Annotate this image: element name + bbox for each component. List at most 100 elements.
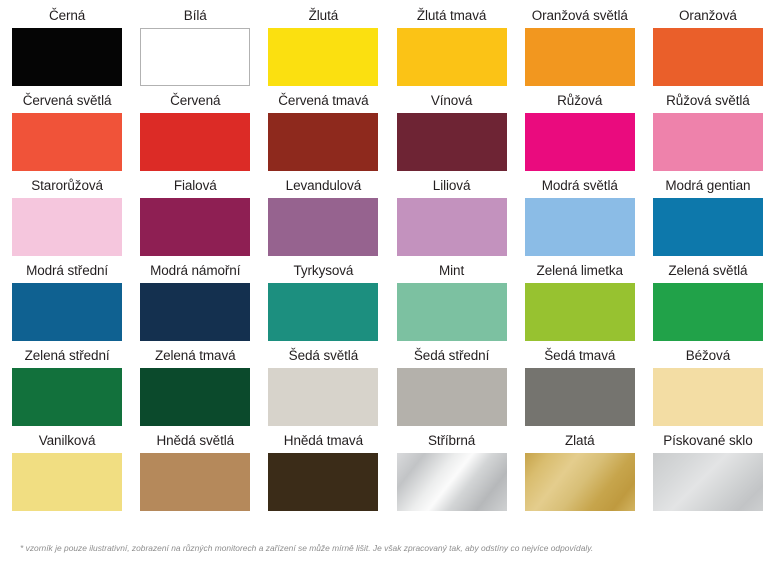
swatch-label: Modrá gentian <box>665 178 751 193</box>
swatch-label: Modrá střední <box>26 263 109 278</box>
swatch-label: Oranžová světlá <box>531 8 628 23</box>
swatch-label: Zelená střední <box>24 348 110 363</box>
swatch-label: Bílá <box>183 8 207 23</box>
swatch-cell[interactable]: Liliová <box>392 174 510 259</box>
swatch-cell[interactable]: Zlatá <box>521 429 639 514</box>
swatch-chip[interactable] <box>12 28 123 86</box>
swatch-cell[interactable]: Šedá světlá <box>264 344 382 429</box>
swatch-label: Modrá světlá <box>541 178 618 193</box>
swatch-cell[interactable]: Žlutá <box>264 4 382 89</box>
swatch-chip[interactable] <box>524 113 635 171</box>
swatch-label: Zelená limetka <box>536 263 623 278</box>
swatch-chip[interactable] <box>12 283 123 341</box>
swatch-chip[interactable] <box>652 368 763 426</box>
swatch-label: Černá <box>48 8 86 23</box>
swatch-chip[interactable] <box>524 368 635 426</box>
swatch-label: Šedá světlá <box>288 348 359 363</box>
swatch-cell[interactable]: Modrá světlá <box>521 174 639 259</box>
swatch-chip[interactable] <box>652 198 763 256</box>
disclaimer-footnote: * vzorník je pouze ilustrativní, zobraze… <box>20 543 594 553</box>
swatch-cell[interactable]: Šedá tmavá <box>521 344 639 429</box>
swatch-chip[interactable] <box>268 283 379 341</box>
swatch-chip[interactable] <box>396 113 507 171</box>
swatch-cell[interactable]: Stříbrná <box>392 429 510 514</box>
swatch-chip[interactable] <box>524 28 635 86</box>
swatch-chip[interactable] <box>396 198 507 256</box>
swatch-cell[interactable]: Zelená tmavá <box>136 344 254 429</box>
swatch-chip[interactable] <box>268 368 379 426</box>
swatch-chip[interactable] <box>396 28 507 86</box>
swatch-chip[interactable] <box>524 198 635 256</box>
swatch-cell[interactable]: Červená tmavá <box>264 89 382 174</box>
swatch-cell[interactable]: Béžová <box>649 344 767 429</box>
swatch-chip[interactable] <box>652 28 763 86</box>
swatch-cell[interactable]: Červená <box>136 89 254 174</box>
swatch-cell[interactable]: Oranžová světlá <box>521 4 639 89</box>
swatch-cell[interactable]: Hnědá světlá <box>136 429 254 514</box>
swatch-label: Béžová <box>685 348 731 363</box>
swatch-cell[interactable]: Zelená limetka <box>521 259 639 344</box>
swatch-chip[interactable] <box>524 283 635 341</box>
swatch-cell[interactable]: Zelená světlá <box>649 259 767 344</box>
swatch-label: Liliová <box>432 178 471 193</box>
swatch-label: Modrá námořní <box>150 263 241 278</box>
swatch-cell[interactable]: Fialová <box>136 174 254 259</box>
swatch-cell[interactable]: Červená světlá <box>8 89 126 174</box>
swatch-label: Žlutá tmavá <box>416 8 487 23</box>
swatch-cell[interactable]: Žlutá tmavá <box>392 4 510 89</box>
swatch-cell[interactable]: Hnědá tmavá <box>264 429 382 514</box>
swatch-chip[interactable] <box>268 28 379 86</box>
swatch-chip[interactable] <box>524 453 635 511</box>
swatch-cell[interactable]: Růžová světlá <box>649 89 767 174</box>
swatch-cell[interactable]: Černá <box>8 4 126 89</box>
swatch-chip[interactable] <box>12 113 123 171</box>
swatch-chip[interactable] <box>140 198 251 256</box>
swatch-label: Zelená světlá <box>668 263 748 278</box>
swatch-cell[interactable]: Modrá gentian <box>649 174 767 259</box>
swatch-chip[interactable] <box>268 453 379 511</box>
swatch-label: Pískované sklo <box>663 433 753 448</box>
swatch-chip[interactable] <box>396 453 507 511</box>
swatch-cell[interactable]: Vanilková <box>8 429 126 514</box>
swatch-cell[interactable]: Mint <box>392 259 510 344</box>
swatch-chip[interactable] <box>652 283 763 341</box>
swatch-label: Stříbrná <box>427 433 476 448</box>
swatch-grid: Černá Bílá Žlutá Žlutá tmavá Oranžová světlá… <box>8 4 767 514</box>
swatch-cell[interactable]: Vínová <box>392 89 510 174</box>
swatch-label: Tyrkysová <box>293 263 354 278</box>
swatch-chip[interactable] <box>140 283 251 341</box>
swatch-cell[interactable]: Šedá střední <box>392 344 510 429</box>
swatch-label: Červená tmavá <box>278 93 369 108</box>
swatch-label: Starorůžová <box>31 178 103 193</box>
swatch-cell[interactable]: Zelená střední <box>8 344 126 429</box>
swatch-cell[interactable]: Modrá střední <box>8 259 126 344</box>
swatch-label: Zelená tmavá <box>154 348 236 363</box>
swatch-cell[interactable]: Levandulová <box>264 174 382 259</box>
swatch-chip[interactable] <box>652 453 763 511</box>
swatch-chip[interactable] <box>140 28 251 86</box>
swatch-chip[interactable] <box>268 198 379 256</box>
swatch-cell[interactable]: Starorůžová <box>8 174 126 259</box>
swatch-chip[interactable] <box>12 453 123 511</box>
swatch-chip[interactable] <box>268 113 379 171</box>
swatch-chip[interactable] <box>396 368 507 426</box>
swatch-cell[interactable]: Pískované sklo <box>649 429 767 514</box>
swatch-chip[interactable] <box>140 113 251 171</box>
swatch-chip[interactable] <box>12 198 123 256</box>
swatch-chip[interactable] <box>140 368 251 426</box>
swatch-label: Mint <box>439 263 465 278</box>
swatch-label: Hnědá světlá <box>156 433 235 448</box>
swatch-chip[interactable] <box>652 113 763 171</box>
swatch-chip[interactable] <box>12 368 123 426</box>
swatch-cell[interactable]: Modrá námořní <box>136 259 254 344</box>
swatch-chip[interactable] <box>140 453 251 511</box>
swatch-label: Vínová <box>430 93 473 108</box>
swatch-cell[interactable]: Oranžová <box>649 4 767 89</box>
swatch-chip[interactable] <box>396 283 507 341</box>
swatch-label: Růžová <box>557 93 603 108</box>
swatch-label: Růžová světlá <box>666 93 750 108</box>
swatch-cell[interactable]: Bílá <box>136 4 254 89</box>
swatch-label: Šedá střední <box>413 348 490 363</box>
swatch-cell[interactable]: Tyrkysová <box>264 259 382 344</box>
swatch-cell[interactable]: Růžová <box>521 89 639 174</box>
